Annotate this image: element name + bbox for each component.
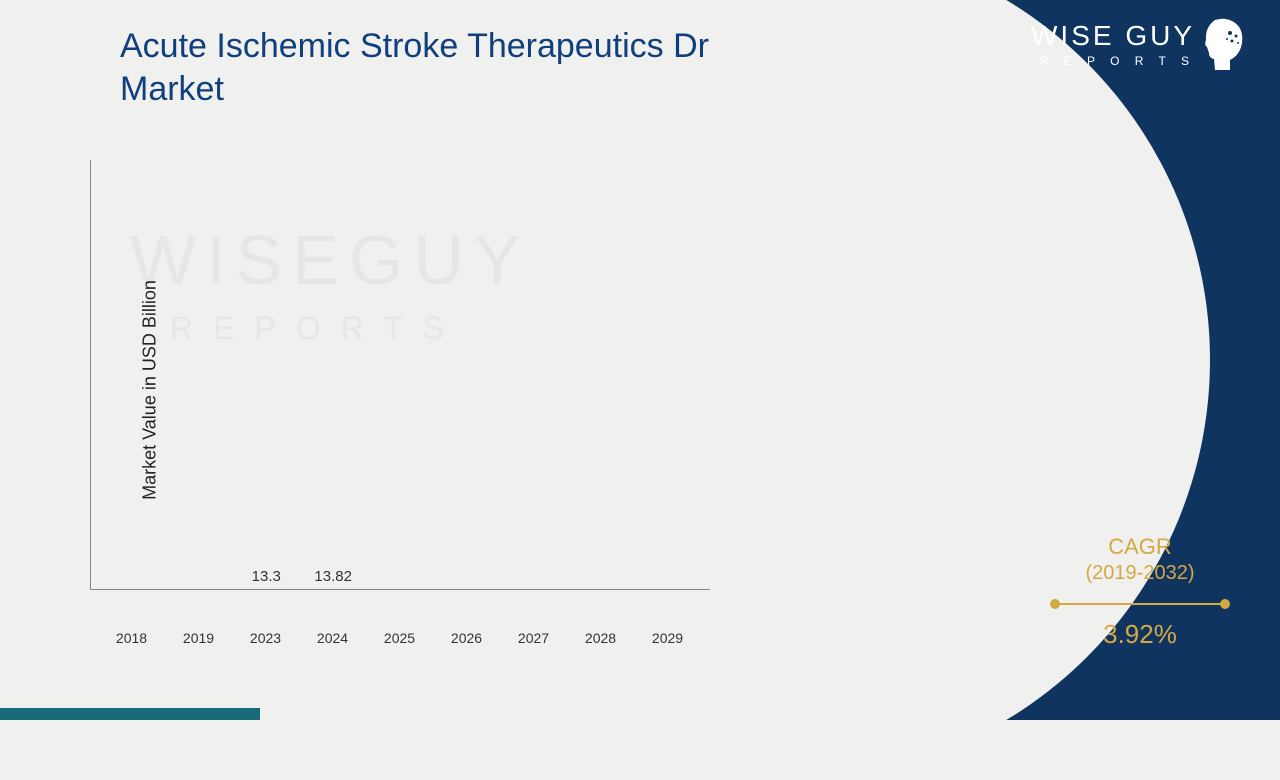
logo-head-icon xyxy=(1200,15,1250,75)
x-tick-label: 2019 xyxy=(169,630,229,646)
bar-value-label: 13.3 xyxy=(252,568,281,585)
bar-group xyxy=(504,585,564,589)
bar-group xyxy=(437,585,497,589)
cagr-period: (2019-2032) xyxy=(1035,562,1245,585)
bar-value-label: 13.82 xyxy=(314,568,352,585)
bar-group xyxy=(169,585,229,589)
brand-logo: WISE GUY R E P O R T S xyxy=(1031,20,1250,68)
bar-group xyxy=(102,585,162,589)
cagr-value: 3.92% xyxy=(1035,619,1245,650)
accent-bar xyxy=(0,708,260,720)
bar-group xyxy=(370,585,430,589)
x-tick-label: 2028 xyxy=(571,630,631,646)
x-tick-label: 2025 xyxy=(370,630,430,646)
bar-group: 13.3 xyxy=(236,568,296,589)
x-tick-label: 2027 xyxy=(504,630,564,646)
x-tick-label: 2023 xyxy=(236,630,296,646)
x-tick-label: 2029 xyxy=(638,630,698,646)
x-tick-label: 2026 xyxy=(437,630,497,646)
cagr-divider xyxy=(1055,603,1225,605)
logo-text-main: WISE GUY xyxy=(1031,20,1195,52)
logo-text-sub: R E P O R T S xyxy=(1031,54,1195,68)
sidebar-panel: WISE GUY R E P O R T S CAGR (2019-2032) … xyxy=(960,0,1280,720)
bar-group xyxy=(638,585,698,589)
x-tick-label: 2018 xyxy=(102,630,162,646)
bar-group xyxy=(571,585,631,589)
bar-group: 13.82 xyxy=(303,568,363,589)
cagr-label: CAGR xyxy=(1035,534,1245,560)
cagr-panel: CAGR (2019-2032) 3.92% xyxy=(1035,534,1245,650)
x-tick-label: 2024 xyxy=(303,630,363,646)
